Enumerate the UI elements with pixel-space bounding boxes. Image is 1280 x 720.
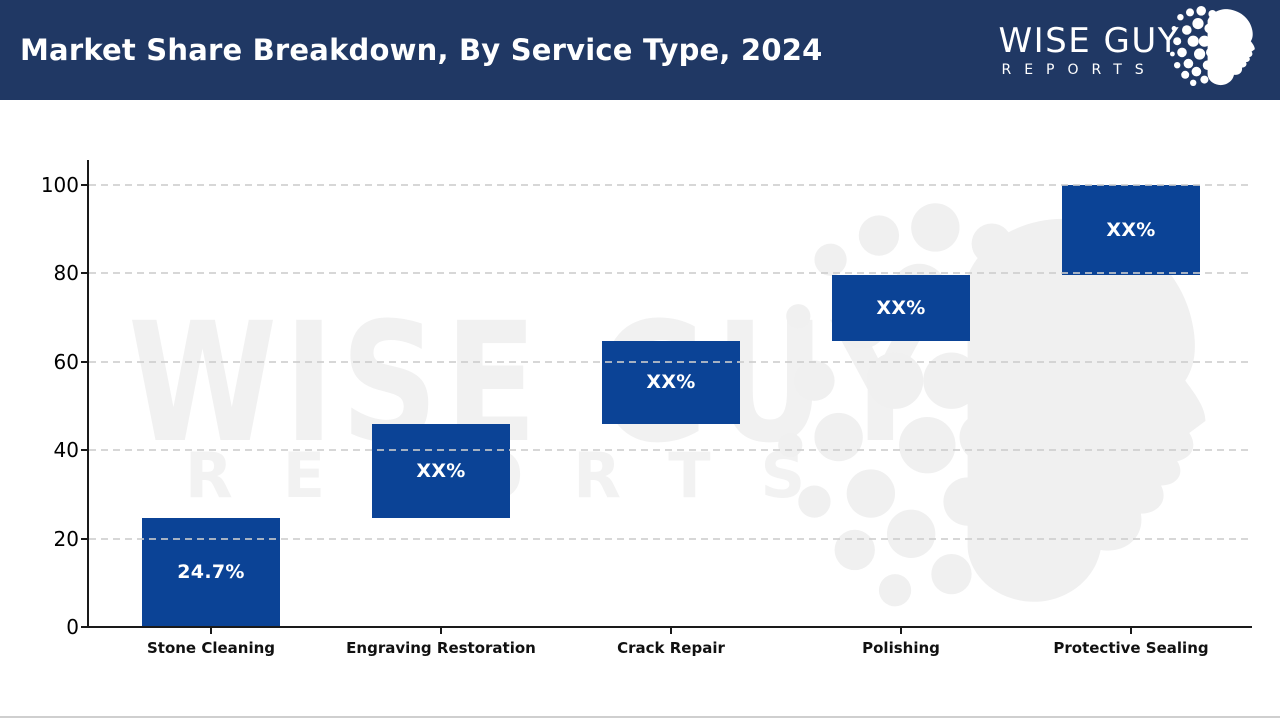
y-tick-label: 40 <box>53 438 79 463</box>
logo-subtext: REPORTS <box>1001 61 1157 78</box>
watermark-subtext: REPORTS <box>185 439 856 512</box>
y-axis-line <box>87 160 89 628</box>
gridline <box>89 537 1252 540</box>
y-axis-tick <box>81 449 89 452</box>
logo-wordmark: WISE GUY <box>998 20 1180 61</box>
wiseguy-logo: WISE GUY REPORTS <box>998 6 1280 94</box>
x-axis-tick <box>440 628 442 634</box>
y-axis-tick <box>81 183 89 186</box>
bar-value-label: 24.7% <box>177 561 245 584</box>
x-category-label: Polishing <box>862 639 940 657</box>
x-category-label: Protective Sealing <box>1053 639 1209 657</box>
page-title: Market Share Breakdown, By Service Type,… <box>20 33 823 67</box>
gridline <box>89 183 1252 186</box>
bar-value-label: XX% <box>646 371 696 394</box>
wiseguy-logo-text: WISE GUY REPORTS <box>998 23 1180 78</box>
gridline <box>89 360 1252 363</box>
bar-segment: XX% <box>832 274 970 341</box>
gridline <box>89 272 1252 275</box>
y-axis-tick <box>81 272 89 275</box>
x-axis-line <box>87 626 1252 628</box>
y-axis-tick <box>81 360 89 363</box>
y-axis-tick <box>81 626 89 628</box>
bar-value-label: XX% <box>876 296 926 319</box>
y-tick-label: 20 <box>53 526 79 551</box>
bar-value-label: XX% <box>416 459 466 482</box>
x-axis-tick <box>900 628 902 634</box>
y-tick-label: 80 <box>53 261 79 286</box>
x-axis-tick <box>210 628 212 634</box>
bottom-border <box>0 716 1280 718</box>
y-tick-label: 60 <box>53 349 79 374</box>
bar-segment: XX% <box>1062 184 1200 275</box>
x-category-label: Stone Cleaning <box>146 639 276 657</box>
bar-segment: 24.7% <box>142 517 280 627</box>
bar-segment: XX% <box>602 340 740 424</box>
y-tick-label: 100 <box>40 172 79 197</box>
gridline <box>89 449 1252 452</box>
x-axis-tick <box>670 628 672 634</box>
bar-segment: XX% <box>372 423 510 518</box>
x-category-label: Crack Repair <box>617 639 725 657</box>
x-category-label: Engraving Restoration <box>346 639 536 657</box>
x-axis-tick <box>1130 628 1132 634</box>
wiseguy-head-icon <box>1170 6 1255 86</box>
wiseguy-head-watermark-icon <box>778 203 1206 607</box>
header-band: Market Share Breakdown, By Service Type,… <box>0 0 1280 100</box>
y-tick-label: 0 <box>66 615 79 639</box>
bar-value-label: XX% <box>1106 218 1156 241</box>
y-axis-tick <box>81 537 89 540</box>
